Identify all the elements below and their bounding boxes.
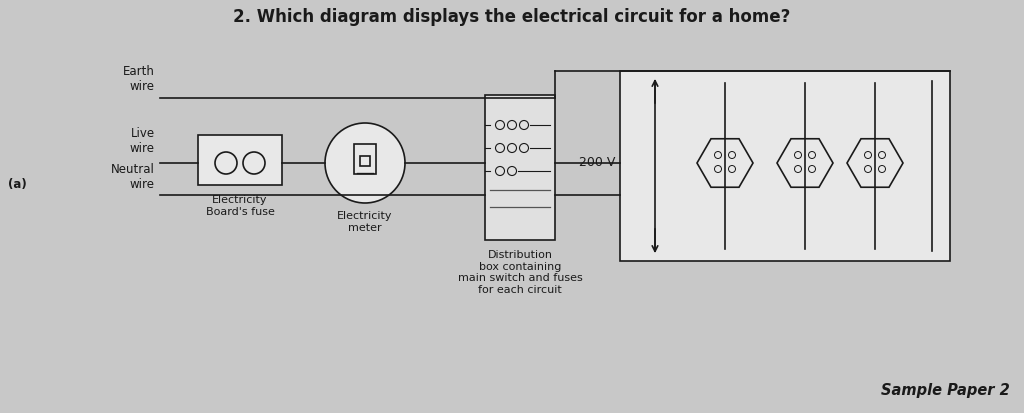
- Text: Electricity
Board's fuse: Electricity Board's fuse: [206, 195, 274, 216]
- Bar: [360, 156, 370, 166]
- Circle shape: [879, 152, 886, 159]
- Circle shape: [864, 152, 871, 159]
- Text: Neutral
wire: Neutral wire: [112, 163, 155, 191]
- Circle shape: [519, 121, 528, 130]
- Circle shape: [243, 152, 265, 174]
- Circle shape: [325, 123, 406, 203]
- Circle shape: [715, 166, 722, 173]
- Circle shape: [519, 143, 528, 152]
- Bar: [198, 135, 282, 185]
- Bar: [485, 95, 555, 240]
- Circle shape: [715, 152, 722, 159]
- Circle shape: [215, 152, 237, 174]
- Circle shape: [879, 166, 886, 173]
- Circle shape: [809, 152, 815, 159]
- Bar: [354, 144, 376, 174]
- Circle shape: [728, 152, 735, 159]
- Circle shape: [864, 166, 871, 173]
- Text: Live
wire: Live wire: [130, 127, 155, 155]
- Circle shape: [508, 166, 516, 176]
- Text: Electricity
meter: Electricity meter: [337, 211, 393, 233]
- Circle shape: [795, 166, 802, 173]
- Circle shape: [795, 152, 802, 159]
- Circle shape: [496, 166, 505, 176]
- Circle shape: [508, 143, 516, 152]
- Text: Earth
wire: Earth wire: [123, 65, 155, 93]
- Text: 200 V: 200 V: [579, 157, 615, 169]
- Circle shape: [496, 121, 505, 130]
- Circle shape: [809, 166, 815, 173]
- Text: (a): (a): [8, 178, 27, 191]
- Circle shape: [508, 121, 516, 130]
- Text: Distribution
box containing
main switch and fuses
for each circuit: Distribution box containing main switch …: [458, 250, 583, 295]
- Text: Sample Paper 2: Sample Paper 2: [882, 383, 1010, 398]
- Circle shape: [496, 143, 505, 152]
- Bar: [620, 71, 950, 261]
- Circle shape: [728, 166, 735, 173]
- Text: 2. Which diagram displays the electrical circuit for a home?: 2. Which diagram displays the electrical…: [233, 8, 791, 26]
